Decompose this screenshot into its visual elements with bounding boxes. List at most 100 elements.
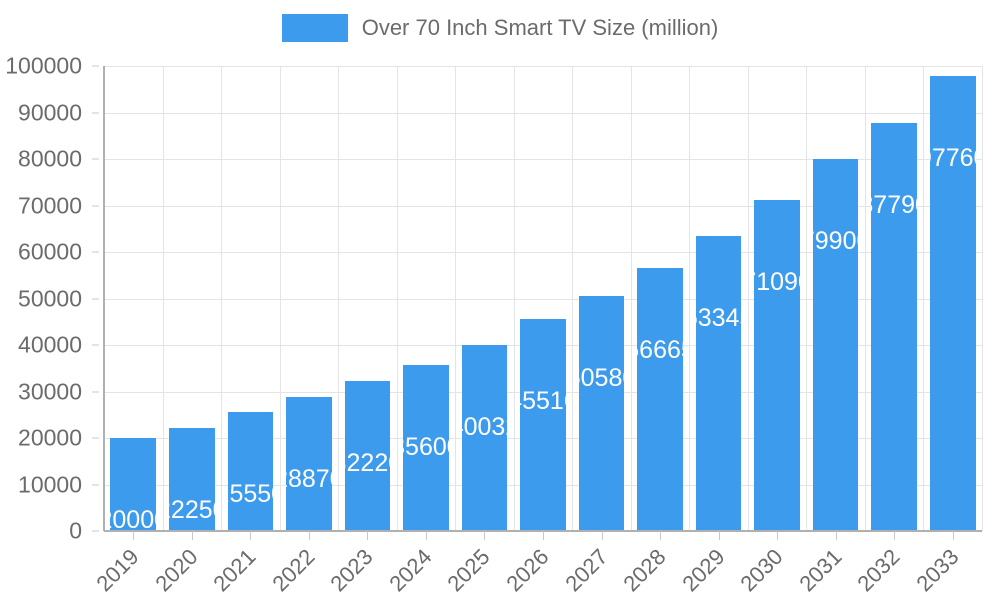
x-tick-label: 2026 xyxy=(501,544,554,597)
bar-rect[interactable] xyxy=(227,412,274,531)
bar-label-clip: 56665 xyxy=(637,268,683,531)
bar[interactable]: 28870 xyxy=(286,396,332,531)
vertical-gridline xyxy=(397,66,398,531)
bar[interactable]: 35600 xyxy=(403,365,449,531)
bar-label-clip: 45516 xyxy=(520,319,566,531)
y-axis-line xyxy=(103,66,105,531)
x-tick-mark xyxy=(308,531,310,540)
bar-rect[interactable] xyxy=(695,236,742,531)
x-tick-label: 2032 xyxy=(852,544,905,597)
bar-value-label: 32220 xyxy=(345,449,391,478)
bar-label-clip: 32220 xyxy=(345,381,391,531)
bar-rect[interactable] xyxy=(520,319,566,531)
y-tick-label: 30000 xyxy=(18,378,82,404)
x-tick-mark xyxy=(543,531,544,540)
x-tick-label: 2029 xyxy=(676,544,730,597)
bar-label-clip: 79900 xyxy=(813,159,859,531)
bar-rect[interactable] xyxy=(812,159,859,531)
x-tick-mark xyxy=(835,531,837,540)
y-tick-label: 20000 xyxy=(18,424,82,451)
vertical-gridline xyxy=(514,66,515,531)
vertical-gridline xyxy=(748,66,749,531)
bar-value-label: 71090 xyxy=(754,268,800,297)
gridline-60000 xyxy=(104,252,982,253)
gridline-100000 xyxy=(104,66,982,67)
gridline-90000 xyxy=(104,112,982,114)
y-tick-mark xyxy=(92,298,99,299)
bar[interactable]: 45516 xyxy=(520,319,566,531)
y-tick-label: 80000 xyxy=(18,145,82,172)
vertical-gridline xyxy=(221,66,222,531)
bar-rect[interactable] xyxy=(754,200,800,531)
bar-rect[interactable] xyxy=(578,295,625,531)
bar-rect[interactable] xyxy=(168,427,215,531)
vertical-gridline xyxy=(338,66,339,531)
bar[interactable]: 22250 xyxy=(168,427,215,531)
bar-value-label: 56665 xyxy=(637,335,683,364)
bar-value-label: 40032 xyxy=(462,412,508,441)
y-axis-labels: 0 10000 20000 30000 40000 50000 60000 70000 8000… xyxy=(0,53,99,544)
bar-label-clip: 63345 xyxy=(696,236,742,531)
bar-value-label: 79900 xyxy=(813,227,859,256)
bar-rect[interactable] xyxy=(403,365,449,531)
bar[interactable]: 50580 xyxy=(578,295,625,531)
y-tick-label: 0 xyxy=(69,517,82,544)
bar-label-clip: 22250 xyxy=(169,428,215,531)
x-tick-label: 2027 xyxy=(559,544,613,597)
bar[interactable]: 87790 xyxy=(871,122,917,531)
bar-value-label: 50580 xyxy=(579,363,625,392)
chart-legend: Over 70 Inch Smart TV Size (million) xyxy=(0,14,1000,42)
bar-rect[interactable] xyxy=(637,267,683,531)
x-tick-mark xyxy=(601,531,603,540)
x-tick-mark xyxy=(718,531,720,540)
bar-rect[interactable] xyxy=(929,76,976,531)
y-tick-mark xyxy=(92,437,99,439)
bar[interactable]: 63345 xyxy=(695,236,742,531)
vertical-gridline xyxy=(280,66,281,531)
gridline-80000 xyxy=(104,159,982,160)
y-tick-mark xyxy=(92,65,99,67)
vertical-gridline xyxy=(865,66,866,531)
bar-label-clip: 35600 xyxy=(403,365,449,531)
x-tick-mark xyxy=(191,531,193,540)
bar-rect[interactable] xyxy=(461,344,508,531)
bar-label-clip: 71090 xyxy=(754,200,800,531)
bar[interactable]: 71090 xyxy=(754,200,800,531)
bar[interactable]: 97760 xyxy=(929,76,976,531)
bar-rect[interactable] xyxy=(871,122,917,531)
x-tick-label: 2024 xyxy=(384,544,437,597)
bar-label-clip: 40032 xyxy=(462,345,508,531)
y-tick-mark xyxy=(92,391,99,392)
x-tick-mark xyxy=(250,531,252,540)
bar[interactable]: 79900 xyxy=(812,159,859,531)
y-tick-mark xyxy=(92,484,99,485)
y-tick-label: 60000 xyxy=(18,238,82,265)
y-tick-mark xyxy=(92,530,99,532)
bar[interactable]: 25550 xyxy=(227,412,274,531)
x-tick-mark xyxy=(425,531,427,540)
y-tick-label: 50000 xyxy=(18,285,82,311)
bar-rect[interactable] xyxy=(286,396,332,531)
y-tick-label: 40000 xyxy=(18,331,82,358)
x-tick-mark xyxy=(660,531,662,540)
bar-value-label: 25550 xyxy=(228,480,274,509)
vertical-gridline xyxy=(806,66,807,531)
x-tick-label: 2028 xyxy=(618,544,671,597)
bar-rect[interactable] xyxy=(110,438,157,531)
bar[interactable]: 32220 xyxy=(344,381,391,531)
bar-value-label: 28870 xyxy=(286,464,332,493)
vertical-gridline xyxy=(455,66,456,531)
bar[interactable]: 40032 xyxy=(461,344,508,531)
x-tick-label: 2031 xyxy=(793,544,847,597)
x-tick-mark xyxy=(484,531,486,540)
bar-rect[interactable] xyxy=(344,381,391,531)
y-tick-label: 100000 xyxy=(5,52,82,79)
bar-label-clip: 50580 xyxy=(579,296,625,531)
vertical-gridline xyxy=(923,66,924,531)
bar[interactable]: 56665 xyxy=(637,267,683,531)
bar-label-clip: 25550 xyxy=(228,412,274,531)
bar-value-label: 20000 xyxy=(110,506,156,531)
bar-value-label: 35600 xyxy=(403,433,449,462)
bar[interactable]: 20000 xyxy=(110,438,157,531)
